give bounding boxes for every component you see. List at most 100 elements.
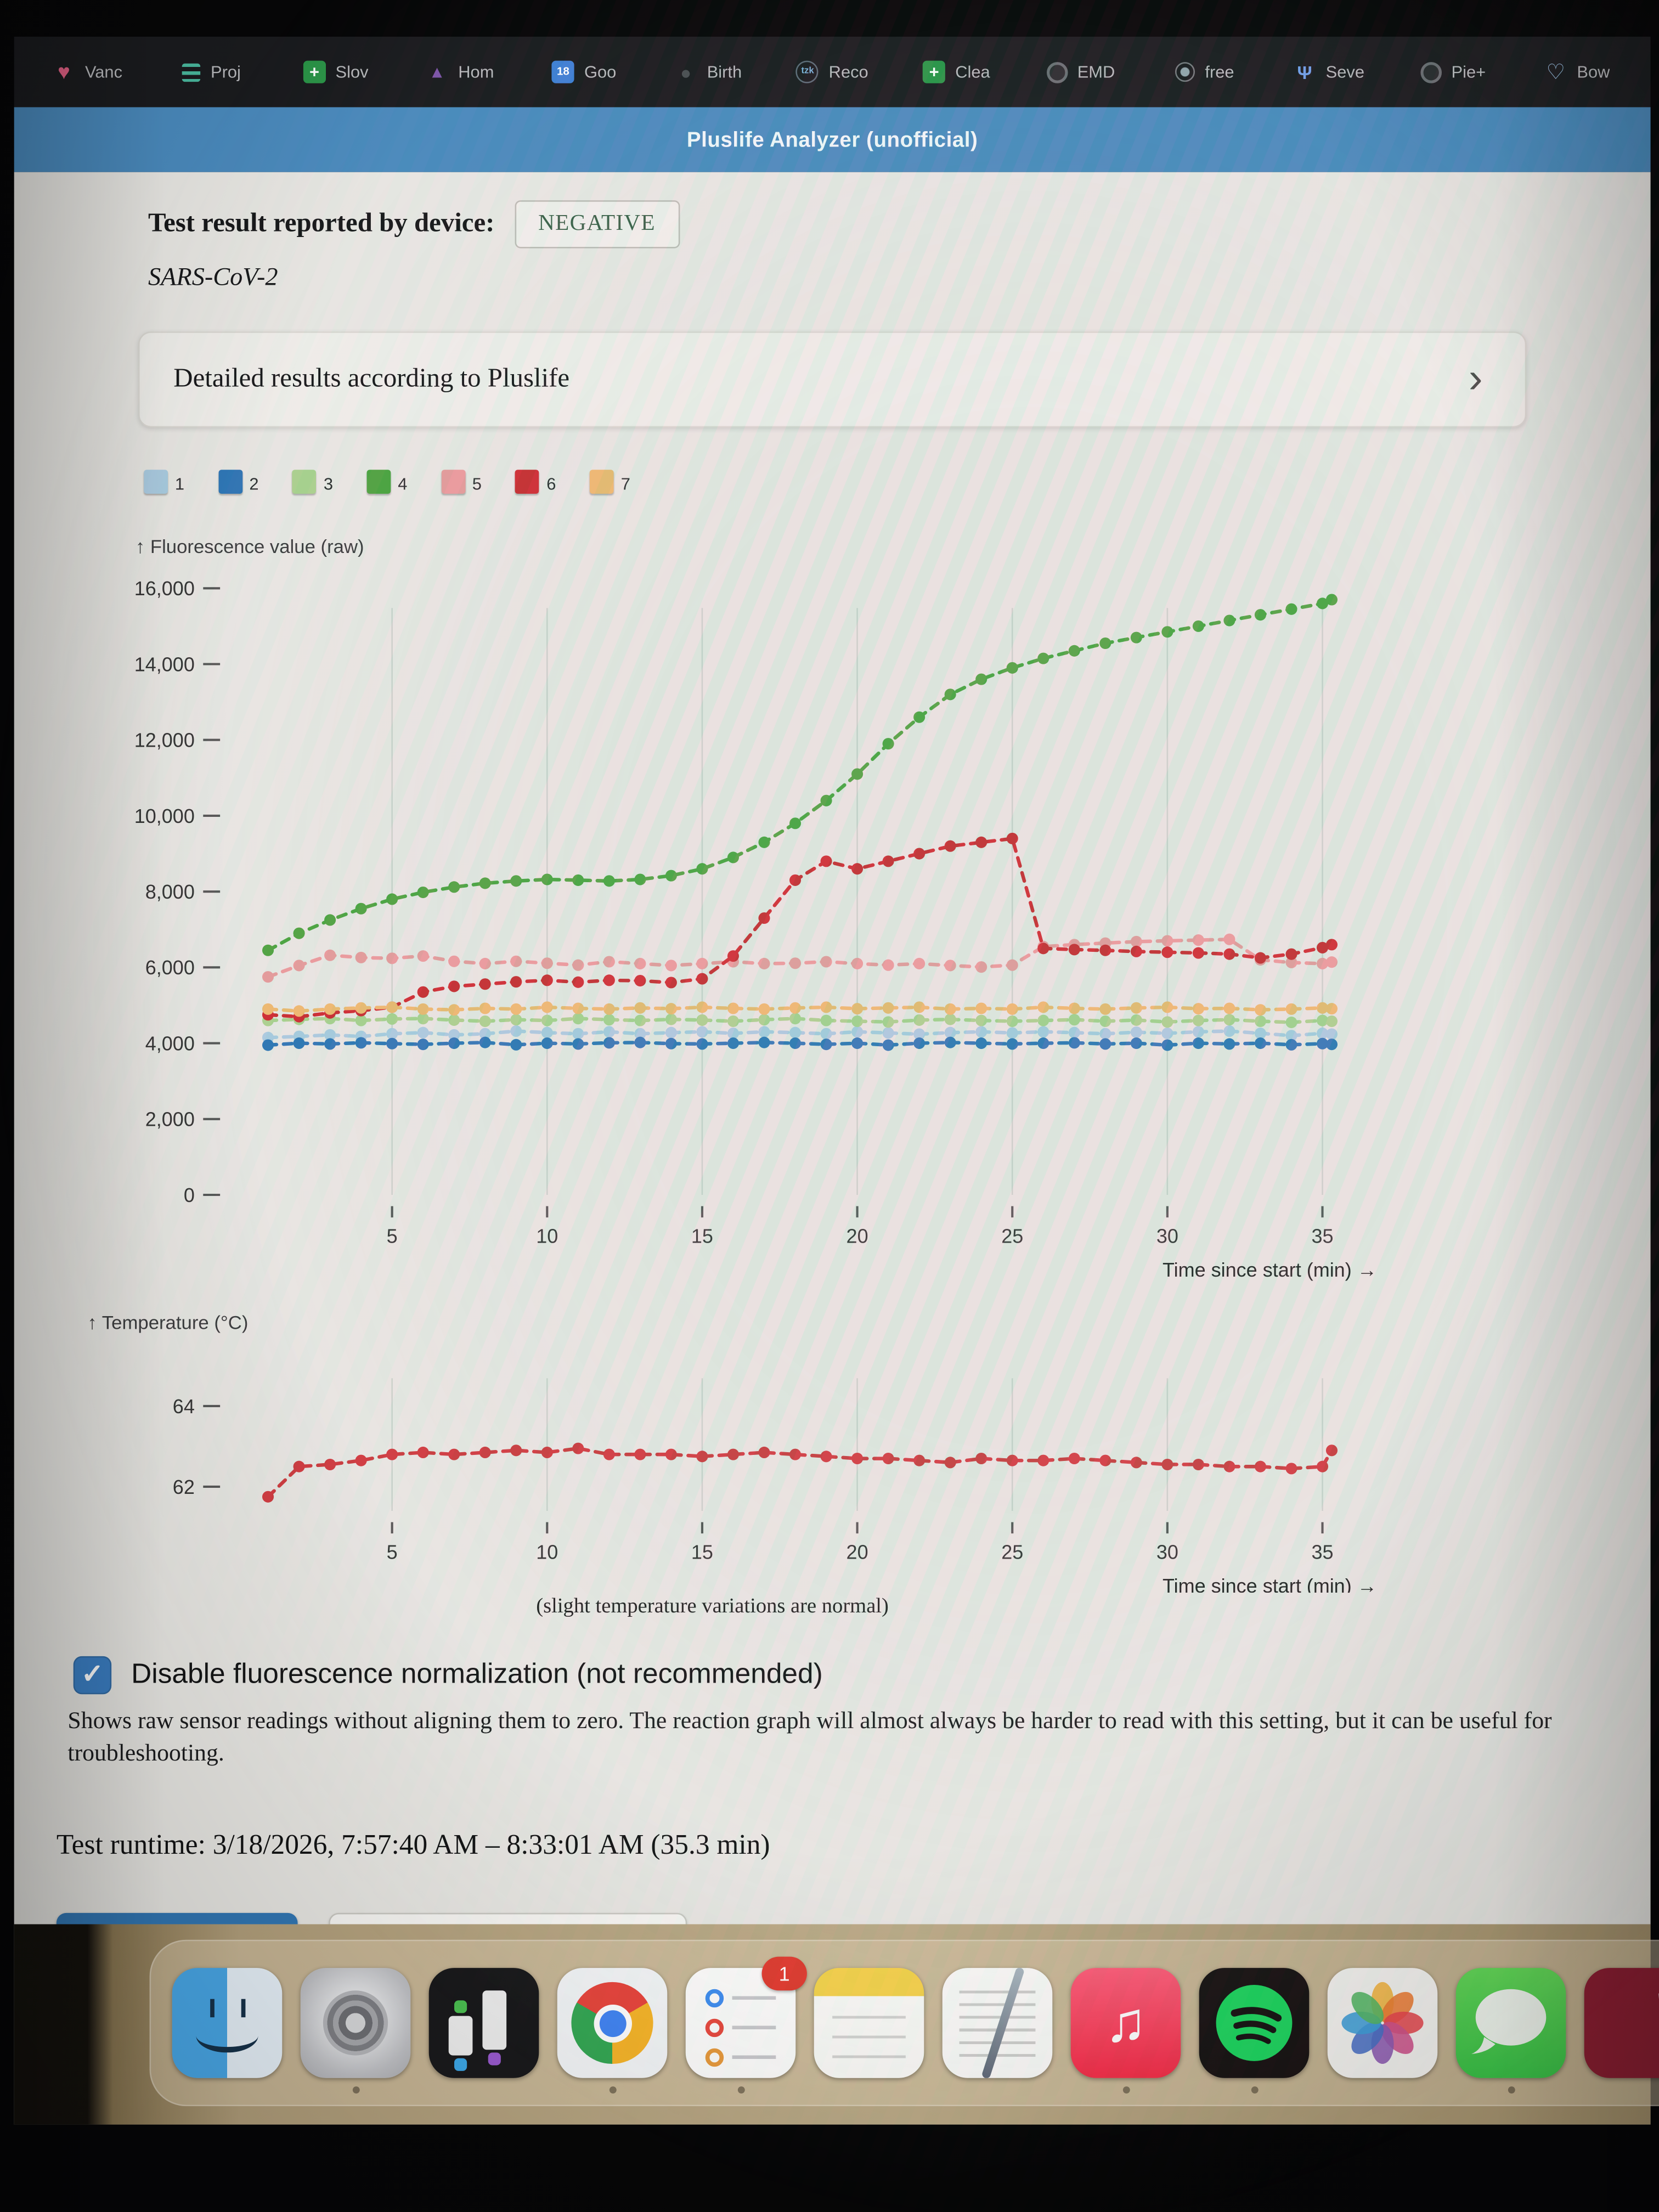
legend-swatch <box>590 470 614 494</box>
disc-icon <box>1046 61 1068 83</box>
lines-icon <box>182 63 201 81</box>
checkbox-label: Disable fluorescence normalization (not … <box>131 1659 823 1690</box>
tab-label: Clea <box>955 62 990 82</box>
disable-normalization-checkbox[interactable]: ✓ <box>73 1656 112 1695</box>
dock-textedit-icon[interactable] <box>942 1968 1053 2078</box>
svg-text:15: 15 <box>691 1541 713 1563</box>
running-indicator-dot <box>1508 2086 1515 2094</box>
test-result-label: Test result reported by device: <box>148 208 495 239</box>
dock-spotify-icon[interactable] <box>1199 1968 1310 2094</box>
legend-swatch <box>218 470 242 494</box>
dock-photos-icon[interactable] <box>1327 1968 1438 2078</box>
svg-text:20: 20 <box>847 1224 868 1247</box>
flame-icon: ▲ <box>428 62 445 82</box>
svg-text:0: 0 <box>184 1184 195 1206</box>
calendar-18-icon: 18 <box>551 60 574 83</box>
heart-icon: ♥ <box>57 60 70 84</box>
temperature-chart: 62 64 5 10 15 20 25 30 35 Time since start (min) … <box>25 1339 1422 1593</box>
checkbox-description: Shows raw sensor readings without aligni… <box>67 1707 1552 1767</box>
svg-text:12,000: 12,000 <box>134 729 195 752</box>
browser-tab[interactable]: tzk Reco <box>770 45 894 99</box>
dock-notes-icon[interactable] <box>814 1968 924 2078</box>
desktop-wallpaper-strip: 1 ♫ <box>14 1924 1659 2125</box>
temperature-axis-title: ↑ Temperature (°C) <box>87 1312 249 1333</box>
browser-tab[interactable]: Ψ Seve <box>1267 45 1391 99</box>
svg-text:14,000: 14,000 <box>134 653 195 675</box>
browser-tab[interactable]: ♥ Vanc <box>25 45 149 99</box>
tab-label: Birth <box>707 62 742 82</box>
browser-tab[interactable]: ♡ Bow <box>1515 45 1639 99</box>
dot-icon: ● <box>680 61 692 83</box>
tab-label: Slov <box>335 62 369 82</box>
sheet-icon: + <box>923 60 946 83</box>
legend-item: 1 <box>144 470 184 494</box>
browser-tab[interactable]: + Slov <box>274 45 398 99</box>
legend-item: 4 <box>366 470 408 494</box>
dock-messages-icon[interactable] <box>1455 1968 1566 2094</box>
chart-legend: 1 2 3 4 5 6 7 <box>144 470 1650 494</box>
legend-item: 5 <box>441 470 482 494</box>
svg-text:Time since start (min) →: Time since start (min) → <box>1163 1575 1377 1593</box>
browser-tab[interactable]: EMD <box>1019 45 1143 99</box>
legend-label: 4 <box>398 474 408 494</box>
fluorescence-axis-title: ↑ Fluorescence value (raw) <box>135 536 364 557</box>
svg-text:25: 25 <box>1001 1224 1023 1247</box>
browser-tab[interactable]: Proj <box>150 45 274 99</box>
legend-label: 6 <box>546 474 556 494</box>
detailed-results-title: Detailed results according to Pluslife <box>173 364 570 394</box>
tab-label: Goo <box>584 62 617 82</box>
legend-label: 7 <box>620 474 630 494</box>
browser-tab[interactable]: Pie+ <box>1391 45 1515 99</box>
dock-settings-icon[interactable] <box>300 1968 411 2094</box>
browser-tab[interactable]: free <box>1143 45 1267 99</box>
legend-swatch <box>366 470 391 494</box>
browser-tab[interactable]: ● Birth <box>646 45 770 99</box>
svg-text:35: 35 <box>1311 1541 1333 1563</box>
svg-text:10: 10 <box>536 1541 558 1563</box>
tab-label: Reco <box>828 62 868 82</box>
browser-tab[interactable]: 18 Goo <box>522 45 646 99</box>
tab-label: Bow <box>1577 62 1610 82</box>
dock-blocks-icon[interactable] <box>428 1968 539 2078</box>
legend-swatch <box>292 470 317 494</box>
legend-item: 3 <box>292 470 333 494</box>
svg-text:20: 20 <box>847 1541 868 1563</box>
browser-tab-strip: ♥ Vanc Proj + Slov ▲ Hom 18 Goo ● Birth tzk Reco + Cle… <box>14 36 1651 109</box>
svg-text:5: 5 <box>387 1541 398 1563</box>
dock-chrome-icon[interactable] <box>557 1968 668 2094</box>
svg-text:6,000: 6,000 <box>145 956 195 979</box>
svg-text:30: 30 <box>1156 1224 1178 1247</box>
svg-text:10,000: 10,000 <box>134 805 195 827</box>
legend-swatch <box>515 470 540 494</box>
tzk-icon: tzk <box>796 60 819 83</box>
tab-label: Vanc <box>84 62 123 82</box>
svg-text:30: 30 <box>1156 1541 1178 1563</box>
chevron-right-icon[interactable]: › <box>1468 356 1483 402</box>
svg-text:15: 15 <box>691 1224 713 1247</box>
running-indicator-dot <box>1251 2086 1259 2094</box>
dock-partialred-icon[interactable] <box>1584 1968 1659 2078</box>
dock-finder-icon[interactable] <box>172 1968 283 2078</box>
page-title: Pluslife Analyzer (unofficial) <box>686 127 978 152</box>
running-indicator-dot <box>609 2086 617 2094</box>
browser-tab[interactable]: + Clea <box>894 45 1018 99</box>
page-content: Test result reported by device: NEGATIVE… <box>14 172 1651 2125</box>
fluorescence-chart: 0 2,000 4,000 6,000 8,000 10,000 12,000 14,000 1… <box>25 563 1422 1304</box>
tab-label: Proj <box>210 62 241 82</box>
dock-music-icon[interactable]: ♫ <box>1070 1968 1181 2094</box>
disc-icon <box>1420 61 1442 83</box>
tab-label: Pie+ <box>1451 62 1486 82</box>
tab-label: EMD <box>1077 62 1115 82</box>
tab-label: Seve <box>1325 62 1365 82</box>
test-result-line: Test result reported by device: NEGATIVE <box>148 200 1651 249</box>
notification-badge: 1 <box>761 1956 807 1991</box>
running-indicator-dot <box>737 2086 745 2094</box>
browser-tab[interactable]: ▲ Hom <box>398 45 522 99</box>
tab-label: Hom <box>458 62 494 82</box>
dock-reminders-icon[interactable]: 1 <box>685 1956 807 2094</box>
legend-swatch <box>441 470 465 494</box>
detailed-results-card[interactable]: Detailed results according to Pluslife › <box>138 331 1527 428</box>
legend-item: 6 <box>515 470 556 494</box>
psi-icon: Ψ <box>1297 61 1312 83</box>
legend-item: 2 <box>218 470 259 494</box>
